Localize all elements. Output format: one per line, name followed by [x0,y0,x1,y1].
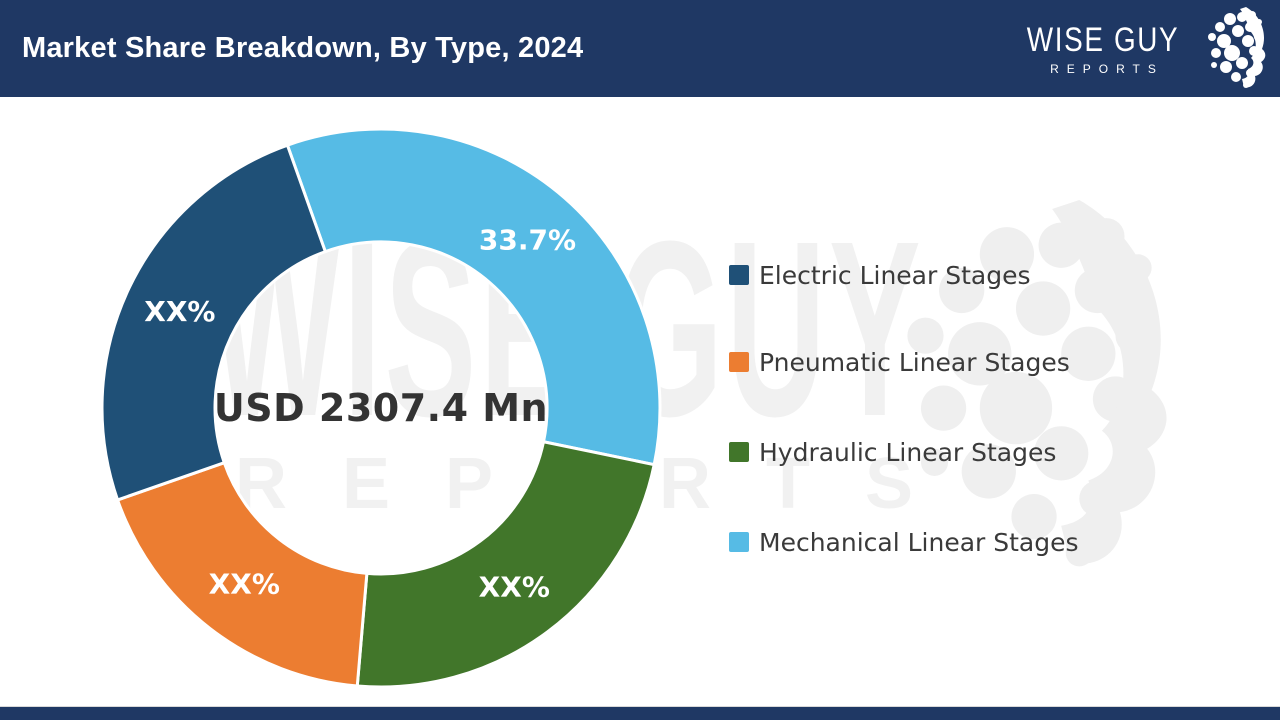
donut-chart: 33.7% XX% XX% XX% [100,127,662,689]
legend-item-mechanical: Mechanical Linear Stages [729,527,1079,557]
logo-text: WISE GUY REPORTS [1010,23,1196,75]
logo-wordmark: WISE GUY [1026,20,1180,59]
legend-label: Pneumatic Linear Stages [759,347,1070,377]
slice-label: XX% [144,295,215,328]
legend-swatch-electric [729,265,749,285]
donut-slice-hydraulic-linear-stages [355,439,656,689]
donut-slice-electric-linear-stages [100,143,328,502]
legend-swatch-pneumatic [729,352,749,372]
wise-guy-logo: WISE GUY REPORTS [1010,6,1266,91]
legend-label: Hydraulic Linear Stages [759,437,1057,467]
legend-label: Mechanical Linear Stages [759,527,1079,557]
logo-face-icon [1208,6,1266,88]
footer-bar [0,706,1280,720]
header-bar: Market Share Breakdown, By Type, 2024 WI… [0,0,1280,97]
logo-subtitle: REPORTS [1050,61,1164,76]
donut-slice-mechanical-linear-stages [285,127,662,467]
legend-swatch-hydraulic [729,442,749,462]
slice-label: XX% [209,568,280,601]
watermark-face [907,200,1167,567]
donut-slice-pneumatic-linear-stages [115,460,369,688]
slice-label: 33.7% [479,223,576,256]
legend-item-electric: Electric Linear Stages [729,260,1031,290]
page-title: Market Share Breakdown, By Type, 2024 [22,32,584,64]
legend-label: Electric Linear Stages [759,260,1031,290]
legend-swatch-mechanical [729,532,749,552]
legend-item-pneumatic: Pneumatic Linear Stages [729,347,1070,377]
legend-item-hydraulic: Hydraulic Linear Stages [729,437,1056,467]
slice-label: XX% [479,570,550,603]
chart-center-value: USD 2307.4 Mn [213,386,549,430]
